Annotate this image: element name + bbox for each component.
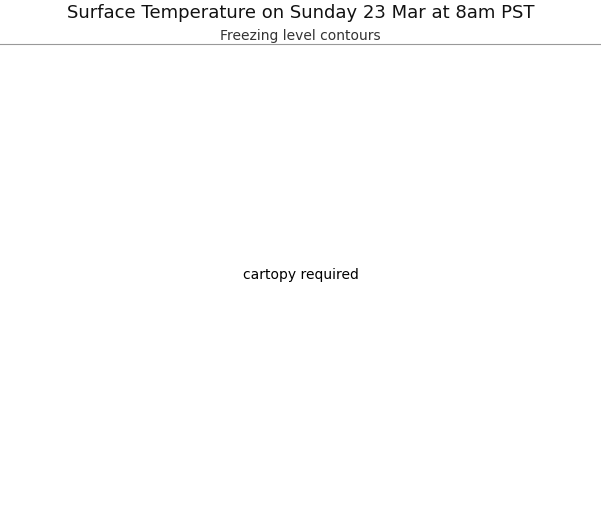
Text: Freezing level contours: Freezing level contours: [220, 29, 381, 43]
Text: Surface Temperature on Sunday 23 Mar at 8am PST: Surface Temperature on Sunday 23 Mar at …: [67, 4, 534, 22]
Text: cartopy required: cartopy required: [243, 268, 358, 282]
